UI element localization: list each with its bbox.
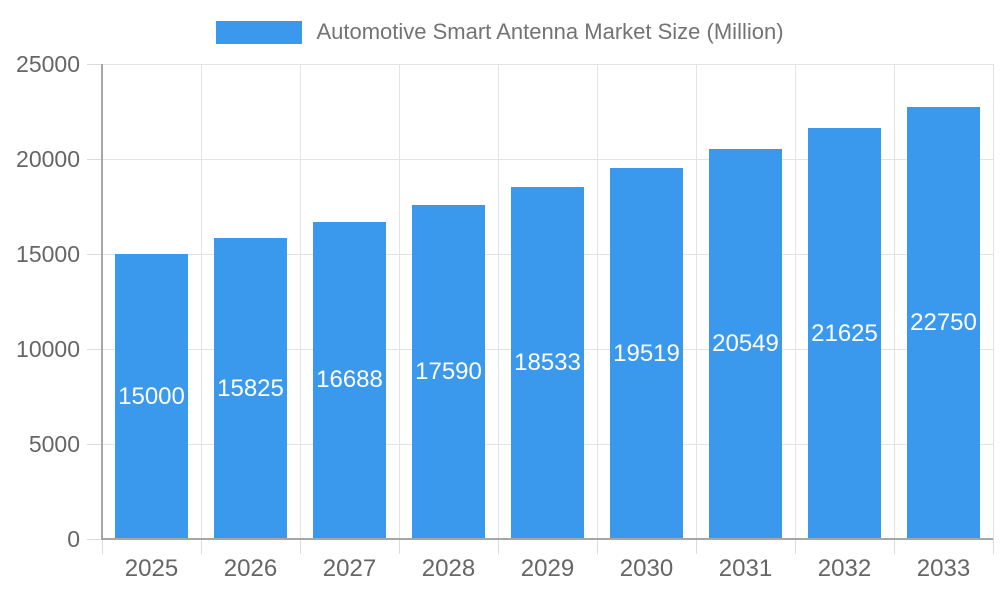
x-axis-line [101, 538, 993, 540]
y-axis-tick-label: 15000 [16, 241, 80, 267]
x-axis-tick-label: 2028 [421, 555, 476, 582]
y-axis-tick-mark [87, 539, 102, 540]
bar-2030[interactable]: 19519 [610, 168, 683, 539]
bar-value-label: 18533 [514, 348, 581, 376]
x-axis-tick-mark [597, 539, 598, 554]
bar-2029[interactable]: 18533 [511, 186, 584, 539]
y-axis-tick-mark [87, 64, 102, 65]
bar-value-label: 15000 [118, 382, 185, 410]
x-axis-tick-label: 2026 [223, 555, 278, 582]
bar-2026[interactable]: 15825 [214, 238, 287, 539]
gridline-vertical [696, 64, 697, 539]
bar-value-label: 17590 [415, 357, 482, 385]
gridline-horizontal [102, 64, 993, 65]
x-axis-tick-mark [894, 539, 895, 554]
x-axis-tick-label: 2025 [124, 555, 179, 582]
y-axis-tick-mark [87, 444, 102, 445]
x-axis-tick-mark [993, 539, 994, 554]
x-axis-tick-label: 2030 [619, 555, 674, 582]
y-axis-tick-label: 10000 [16, 336, 80, 362]
bar-value-label: 19519 [613, 339, 680, 367]
gridline-vertical [993, 64, 994, 539]
bar-value-label: 21625 [811, 319, 878, 347]
x-axis-tick-label: 2027 [322, 555, 377, 582]
bar-2033[interactable]: 22750 [907, 106, 980, 539]
bar-value-label: 15825 [217, 374, 284, 402]
y-axis-tick-label: 25000 [16, 51, 80, 77]
bar-2028[interactable]: 17590 [412, 204, 485, 539]
gridline-vertical [498, 64, 499, 539]
legend-item[interactable]: Automotive Smart Antenna Market Size (Mi… [0, 19, 1000, 45]
y-axis-tick-mark [87, 254, 102, 255]
bar-2032[interactable]: 21625 [808, 128, 881, 539]
y-axis-tick-mark [87, 349, 102, 350]
x-axis-tick-mark [795, 539, 796, 554]
x-axis-tick-label: 2029 [520, 555, 575, 582]
y-axis-tick-label: 20000 [16, 146, 80, 172]
y-axis-tick-mark [87, 159, 102, 160]
gridline-vertical [201, 64, 202, 539]
x-axis-tick-label: 2033 [916, 555, 971, 582]
legend-label: Automotive Smart Antenna Market Size (Mi… [316, 19, 784, 44]
gridline-horizontal [102, 159, 993, 160]
gridline-vertical [894, 64, 895, 539]
gridline-vertical [597, 64, 598, 539]
x-axis-tick-label: 2031 [718, 555, 773, 582]
bar-2031[interactable]: 20549 [709, 148, 782, 539]
x-axis-tick-mark [201, 539, 202, 554]
x-axis-tick-mark [696, 539, 697, 554]
x-axis-tick-mark [399, 539, 400, 554]
bar-2025[interactable]: 15000 [115, 254, 188, 539]
x-axis-tick-mark [498, 539, 499, 554]
bar-value-label: 16688 [316, 366, 383, 394]
bar-value-label: 22750 [910, 308, 977, 336]
gridline-vertical [795, 64, 796, 539]
y-axis-tick-label: 5000 [28, 431, 80, 457]
bar-2027[interactable]: 16688 [313, 221, 386, 539]
bar-value-label: 20549 [712, 329, 779, 357]
gridline-vertical [399, 64, 400, 539]
legend-swatch [216, 20, 303, 44]
x-axis-tick-mark [300, 539, 301, 554]
gridline-vertical [300, 64, 301, 539]
y-axis-tick-label: 0 [67, 526, 80, 552]
x-axis-tick-label: 2032 [817, 555, 872, 582]
y-axis-line [101, 64, 103, 540]
x-axis-tick-mark [102, 539, 103, 554]
